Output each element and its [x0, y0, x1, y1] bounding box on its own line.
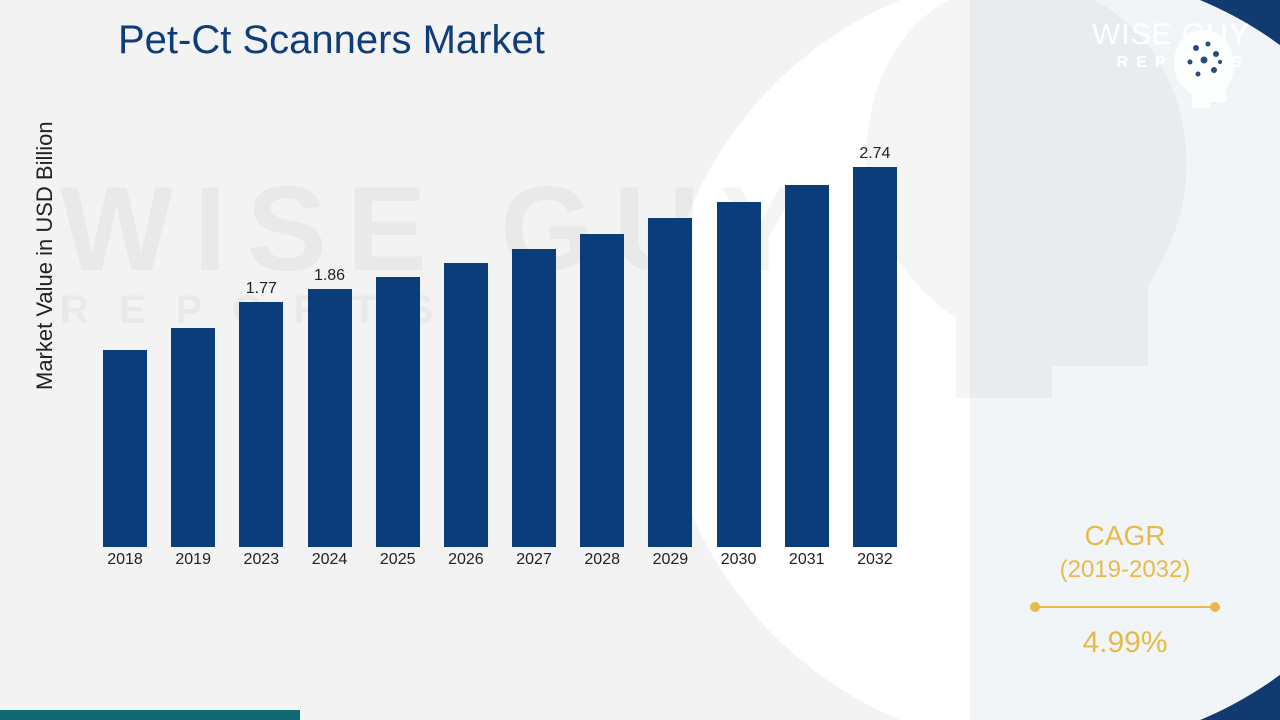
x-tick-label: 2026 — [436, 551, 496, 575]
x-tick-label: 2028 — [572, 551, 632, 575]
x-tick-label: 2030 — [709, 551, 769, 575]
bar-group — [368, 277, 428, 547]
x-tick-label: 2024 — [300, 551, 360, 575]
cagr-value: 4.99% — [1010, 626, 1240, 660]
bar-rect — [444, 263, 488, 547]
bar-group — [95, 350, 155, 547]
cagr-box: CAGR (2019-2032) 4.99% — [1010, 520, 1240, 660]
logo-head-icon — [1168, 28, 1238, 112]
bar-group — [640, 218, 700, 547]
bar-value-label: 1.86 — [314, 267, 345, 285]
bar-group — [504, 249, 564, 547]
bar-rect — [512, 249, 556, 547]
bar-rect — [580, 234, 624, 547]
brand-logo: WISE GUY REPORTS — [1092, 18, 1250, 72]
bar-group — [572, 234, 632, 547]
bar-rect — [648, 218, 692, 547]
x-tick-label: 2019 — [163, 551, 223, 575]
bar-group — [777, 185, 837, 547]
bar-group: 1.77 — [231, 280, 291, 547]
x-axis-labels: 2018 2019 2023 2024 2025 2026 2027 2028 2029 2030… — [95, 551, 905, 575]
bar-group: 2.74 — [845, 145, 905, 547]
cagr-title: CAGR — [1010, 520, 1240, 552]
bar-group — [709, 202, 769, 547]
bar-value-label: 1.77 — [246, 280, 277, 298]
bar-rect — [376, 277, 420, 547]
bar-group: 1.86 — [300, 267, 360, 547]
bar-chart: 1.77 1.86 2.74 2018 2019 2023 2024 2025 2026 202… — [95, 145, 905, 575]
bar-rect — [308, 289, 352, 547]
cagr-range: (2019-2032) — [1010, 556, 1240, 584]
x-tick-label: 2023 — [231, 551, 291, 575]
bar-rect — [785, 185, 829, 547]
bar-rect — [171, 328, 215, 547]
bar-container: 1.77 1.86 2.74 — [95, 145, 905, 547]
bar-rect — [103, 350, 147, 547]
bar-group — [163, 328, 223, 547]
x-tick-label: 2029 — [640, 551, 700, 575]
bar-rect — [239, 302, 283, 547]
footer-accent-bar — [0, 710, 300, 720]
bar-group — [436, 263, 496, 547]
x-tick-label: 2025 — [368, 551, 428, 575]
x-tick-label: 2031 — [777, 551, 837, 575]
x-tick-label: 2018 — [95, 551, 155, 575]
page-root: WISE GUY REPORTS Pet-Ct Scanners Market … — [0, 0, 1280, 720]
bar-rect — [717, 202, 761, 547]
bar-value-label: 2.74 — [859, 145, 890, 163]
cagr-divider — [1035, 606, 1215, 608]
y-axis-label: Market Value in USD Billion — [32, 121, 58, 390]
x-tick-label: 2027 — [504, 551, 564, 575]
x-tick-label: 2032 — [845, 551, 905, 575]
bar-rect — [853, 167, 897, 547]
chart-title: Pet-Ct Scanners Market — [118, 18, 545, 63]
